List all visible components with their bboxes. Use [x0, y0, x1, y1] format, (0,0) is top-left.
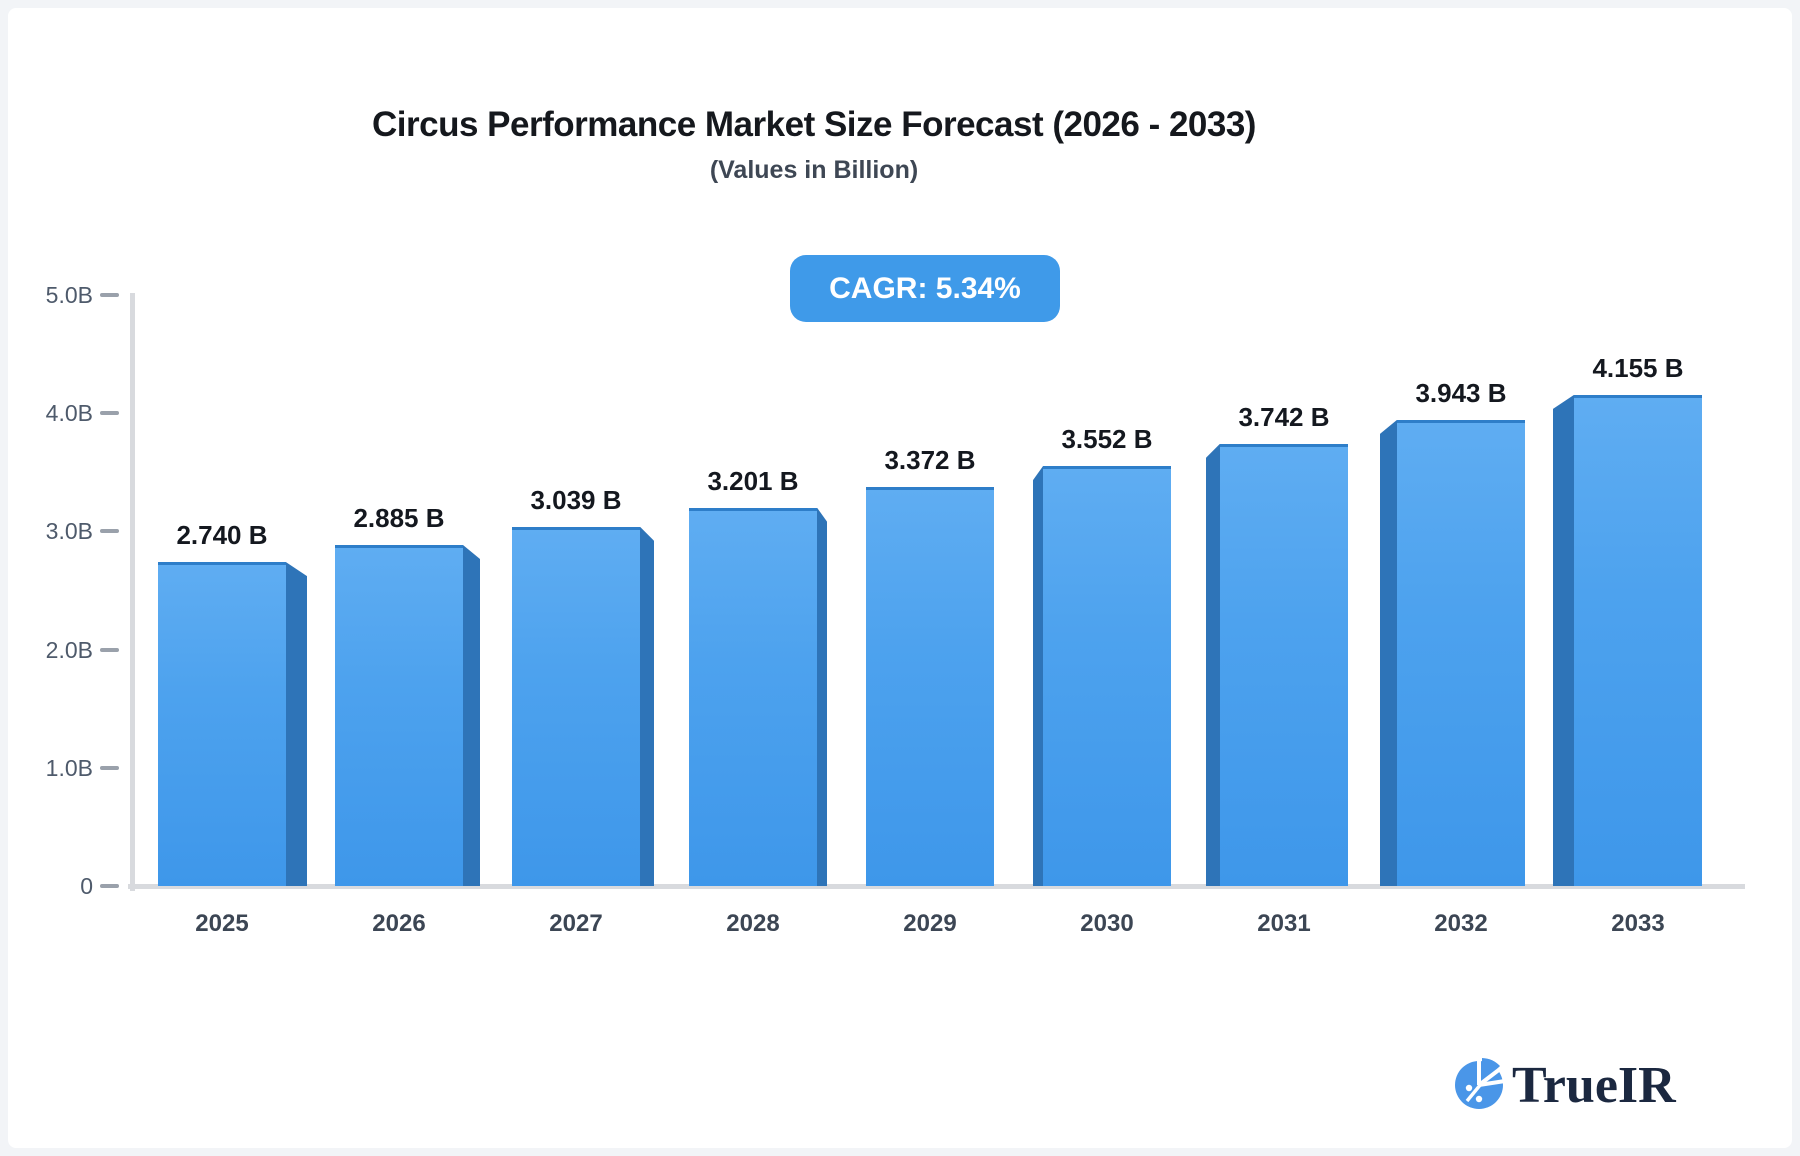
bar-value-label: 2.740 B [176, 520, 268, 551]
chart-subtitle: (Values in Billion) [709, 156, 919, 184]
x-tick-label: 2032 [1434, 910, 1488, 937]
bar-3d-side [1553, 394, 1574, 886]
y-tick-mark [100, 411, 119, 416]
bar-3d-side [817, 507, 827, 886]
bar-2029 [866, 487, 994, 886]
bar-value-label: 2.885 B [353, 502, 445, 533]
cagr-badge-label: CAGR: 5.34% [829, 271, 1021, 305]
chart-card: Circus Performance Market Size Forecast … [8, 8, 1792, 1148]
bar-3d-side [1380, 419, 1397, 886]
pie-chart-icon [1455, 1058, 1506, 1109]
bar-2026 [335, 544, 463, 886]
brand-logo-text: TrueIR [1512, 1056, 1676, 1114]
bar-value-label: 3.943 B [1415, 377, 1507, 408]
y-tick-label: 4.0B [45, 400, 93, 427]
bar-value-label: 3.201 B [707, 465, 799, 496]
bar-2025 [158, 562, 286, 886]
bar-2028 [689, 507, 817, 886]
bar-value-label: 4.155 B [1592, 352, 1684, 383]
y-tick-label: 0 [80, 873, 93, 899]
x-tick-label: 2026 [372, 910, 426, 937]
bar-3d-side [463, 544, 480, 886]
brand-logo: TrueIR [1452, 1056, 1676, 1114]
cagr-badge: CAGR: 5.34% [790, 255, 1060, 322]
y-axis-line [130, 293, 135, 891]
bar-value-label: 3.742 B [1238, 401, 1330, 432]
bar-value-label: 3.372 B [884, 445, 976, 476]
bar-value-label: 3.552 B [1061, 424, 1153, 455]
bar-3d-side [1206, 443, 1220, 886]
bar-3d-side [286, 562, 307, 886]
bar-2030 [1043, 466, 1171, 886]
y-tick-mark [100, 293, 119, 297]
x-axis-line [128, 884, 1745, 889]
bar-2031 [1220, 443, 1348, 886]
x-tick-label: 2033 [1611, 910, 1665, 937]
y-tick-label: 1.0B [45, 754, 93, 781]
chart-title: Circus Performance Market Size Forecast … [372, 105, 1256, 144]
y-tick-label: 2.0B [45, 636, 93, 663]
bar-2033 [1574, 394, 1702, 886]
y-tick-label: 5.0B [45, 282, 93, 308]
x-tick-label: 2031 [1257, 910, 1311, 937]
y-tick-mark [100, 884, 119, 888]
bar-value-label: 3.039 B [530, 484, 622, 515]
x-tick-label: 2025 [195, 910, 249, 937]
bar-3d-side [1033, 466, 1043, 886]
bar-2032 [1397, 419, 1525, 886]
y-tick-mark [100, 647, 119, 652]
x-tick-label: 2029 [903, 910, 957, 937]
y-tick-label: 3.0B [45, 518, 93, 545]
x-tick-label: 2028 [726, 910, 780, 937]
x-tick-label: 2030 [1080, 910, 1134, 937]
y-tick-mark [100, 765, 119, 770]
bar-3d-side [640, 526, 654, 886]
x-tick-label: 2027 [549, 910, 603, 937]
bar-2027 [512, 526, 640, 886]
y-tick-mark [100, 529, 119, 534]
